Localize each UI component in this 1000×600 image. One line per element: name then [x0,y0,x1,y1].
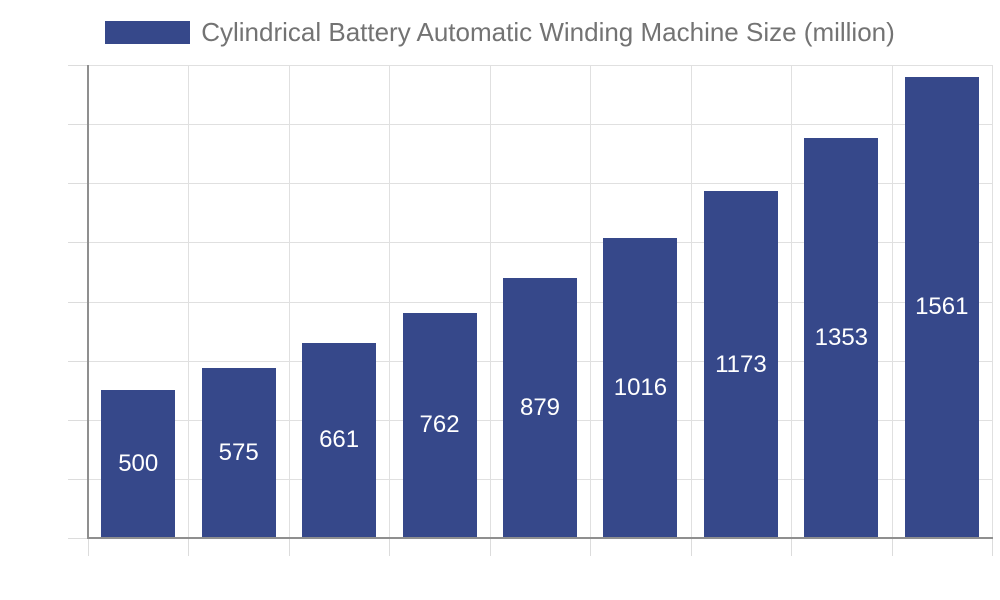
v-gridline [992,65,993,538]
bar[interactable]: 1353 [804,138,879,538]
x-tick [992,538,993,556]
y-tick [68,360,88,362]
x-tick [590,538,592,556]
h-gridline [88,124,992,126]
bar[interactable]: 762 [402,312,477,538]
x-tick [891,538,893,556]
bar-value-label: 762 [419,411,460,439]
v-gridline [389,65,391,538]
y-tick [68,242,88,244]
x-tick [188,538,190,556]
bar-value-label: 575 [218,439,259,466]
x-tick [791,538,793,556]
bar[interactable]: 575 [201,368,276,538]
bar-value-label: 1561 [915,293,969,321]
bar[interactable]: 1173 [703,191,778,538]
bar[interactable]: 1561 [904,76,979,538]
x-tick [88,538,89,556]
x-tick [288,538,290,556]
bar-value-label: 879 [519,394,561,422]
y-tick [68,183,88,185]
v-gridline [188,65,190,538]
legend-label: Cylindrical Battery Automatic Winding Ma… [201,17,895,47]
bar-value-label: 1173 [715,350,767,378]
v-gridline [791,65,793,538]
bar[interactable]: 500 [101,390,176,538]
y-tick [68,538,88,539]
y-tick [68,301,88,303]
x-axis-line [87,537,993,539]
bar-value-label: 1016 [613,373,668,401]
v-gridline [590,65,592,538]
bar-value-label: 1353 [814,324,869,351]
h-gridline [88,65,992,66]
bar-value-label: 500 [118,450,159,478]
v-gridline [288,65,290,538]
x-tick [489,538,491,556]
legend-swatch [105,21,191,45]
bar[interactable]: 879 [503,278,577,538]
h-gridline [88,183,992,185]
h-gridline [88,242,992,244]
y-tick [68,65,88,66]
v-gridline [891,65,893,538]
y-tick [68,478,88,480]
v-gridline [690,65,692,538]
x-tick [389,538,391,556]
v-gridline [489,65,491,538]
x-tick [690,538,692,556]
plot-area: 500 575 661 762 879 1016 1173 1353 1561 [68,65,993,556]
y-axis-line [87,65,89,538]
y-tick [68,419,88,421]
bar[interactable]: 1016 [603,237,678,538]
bar-value-label: 661 [319,426,360,454]
bar[interactable]: 661 [302,342,377,538]
legend[interactable]: Cylindrical Battery Automatic Winding Ma… [0,17,1000,48]
y-tick [68,124,88,126]
